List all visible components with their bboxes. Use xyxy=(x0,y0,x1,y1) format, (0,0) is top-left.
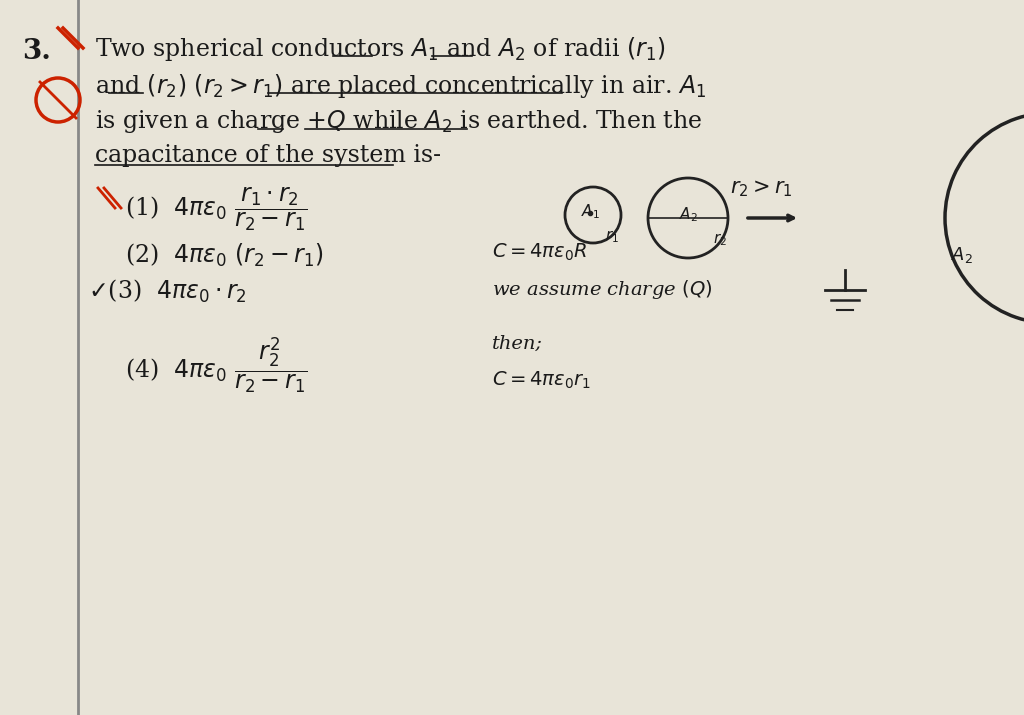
Text: $\checkmark$(3)  $4\pi \epsilon_0 \cdot r_2$: $\checkmark$(3) $4\pi \epsilon_0 \cdot r… xyxy=(88,278,247,305)
Text: $r_2 > r_1$: $r_2 > r_1$ xyxy=(730,178,793,199)
Text: capacitance of the system is-: capacitance of the system is- xyxy=(95,144,441,167)
Text: then;: then; xyxy=(492,335,543,353)
Text: we assume charge $(Q)$: we assume charge $(Q)$ xyxy=(492,278,713,301)
Text: and $(r_2)$ $(r_2 > r_1)$ are placed concentrically in air. $A_1$: and $(r_2)$ $(r_2 > r_1)$ are placed con… xyxy=(95,72,707,100)
Text: $r_2$: $r_2$ xyxy=(713,232,727,248)
Text: Two spherical conductors $A_1$ and $A_2$ of radii $(r_1)$: Two spherical conductors $A_1$ and $A_2$… xyxy=(95,35,666,63)
Text: (1)  $4\pi \epsilon_0\ \dfrac{r_1 \cdot r_2}{r_2 - r_1}$: (1) $4\pi \epsilon_0\ \dfrac{r_1 \cdot r… xyxy=(125,185,307,233)
Text: (2)  $4\pi \epsilon_0\ (r_2 - r_1)$: (2) $4\pi \epsilon_0\ (r_2 - r_1)$ xyxy=(125,242,324,270)
Text: $r_1$: $r_1$ xyxy=(605,229,618,245)
Text: $C = 4\pi\epsilon_0 R$: $C = 4\pi\epsilon_0 R$ xyxy=(492,242,587,263)
Text: $A_1$: $A_1$ xyxy=(581,202,599,222)
Text: $C = 4\pi\epsilon_0 r_1$: $C = 4\pi\epsilon_0 r_1$ xyxy=(492,370,591,391)
Text: $A_2$: $A_2$ xyxy=(679,206,697,225)
Text: 3.: 3. xyxy=(22,38,51,65)
Text: $A_2$: $A_2$ xyxy=(951,245,973,265)
Text: (4)  $4\pi \epsilon_0\ \dfrac{r_2^2}{r_2 - r_1}$: (4) $4\pi \epsilon_0\ \dfrac{r_2^2}{r_2 … xyxy=(125,335,307,395)
Text: is given a charge $+Q$ while $A_2$ is earthed. Then the: is given a charge $+Q$ while $A_2$ is ea… xyxy=(95,108,702,135)
